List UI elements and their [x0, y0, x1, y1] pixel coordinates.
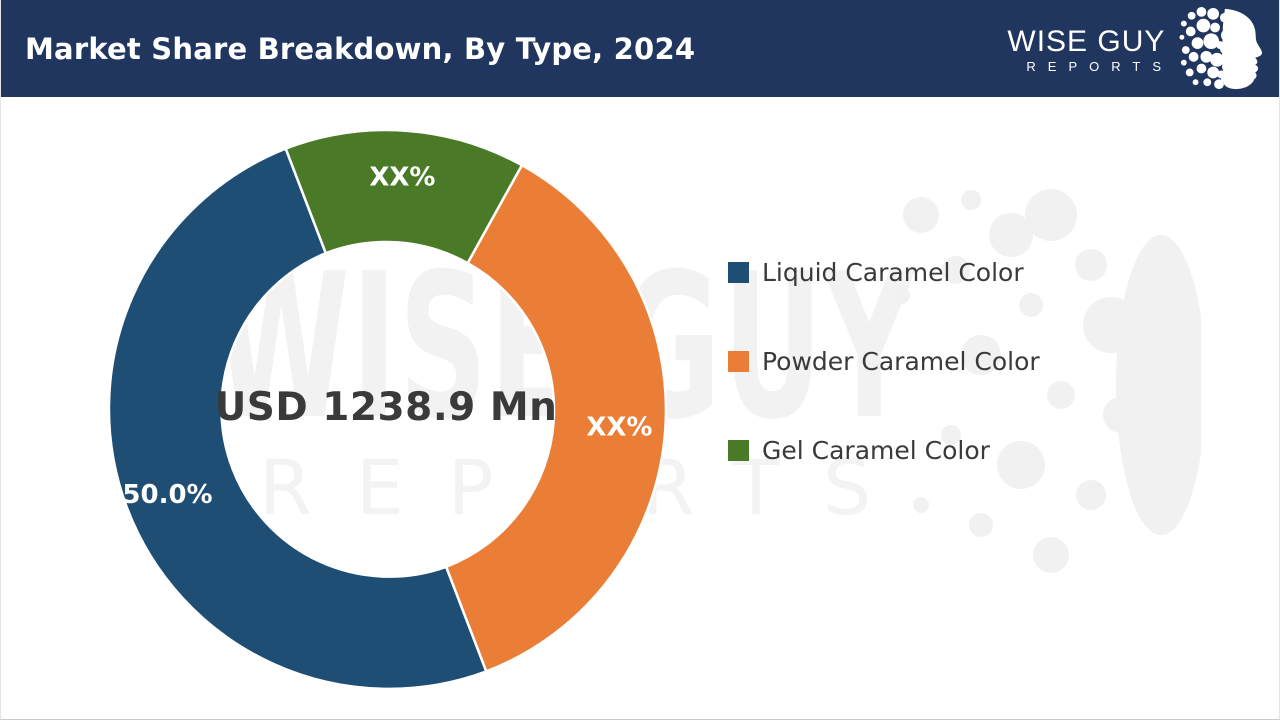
- donut-segment-powder-caramel-color: [444, 163, 668, 674]
- donut-segment-gel-caramel-color: [284, 128, 524, 265]
- donut-segment-liquid-caramel-color: [107, 146, 488, 691]
- legend-item-powder-caramel-color: Powder Caramel Color: [728, 346, 1040, 376]
- legend-item-liquid-caramel-color: Liquid Caramel Color: [728, 257, 1040, 287]
- segment-value-label: XX%: [369, 163, 435, 193]
- watermark-face-dots: [892, 189, 1201, 573]
- legend-label: Powder Caramel Color: [762, 346, 1040, 376]
- brand-logo-name: WISE GUY: [1007, 24, 1166, 58]
- legend-swatch-powder: [728, 350, 749, 372]
- segment-value-label: 50.0%: [122, 480, 212, 510]
- brand-face-icon: [1179, 6, 1263, 90]
- legend-label: Gel Caramel Color: [762, 435, 990, 465]
- chart-center-value: USD 1238.9 Mn: [214, 385, 558, 430]
- chart-legend: Liquid Caramel Color Powder Caramel Colo…: [728, 258, 1040, 525]
- legend-swatch-gel: [728, 439, 749, 461]
- legend-label: Liquid Caramel Color: [762, 257, 1024, 287]
- page-title: Market Share Breakdown, By Type, 2024: [25, 31, 696, 66]
- legend-item-gel-caramel-color: Gel Caramel Color: [728, 435, 1040, 465]
- segment-value-label: XX%: [586, 413, 652, 443]
- brand-logo-subtitle: REPORTS: [1026, 58, 1173, 74]
- donut-chart: 50.0% XX% XX%: [107, 128, 668, 691]
- brand-logo: WISE GUY REPORTS: [1007, 6, 1265, 92]
- header-bar: Market Share Breakdown, By Type, 2024 WI…: [1, 0, 1279, 97]
- legend-swatch-liquid: [728, 261, 749, 283]
